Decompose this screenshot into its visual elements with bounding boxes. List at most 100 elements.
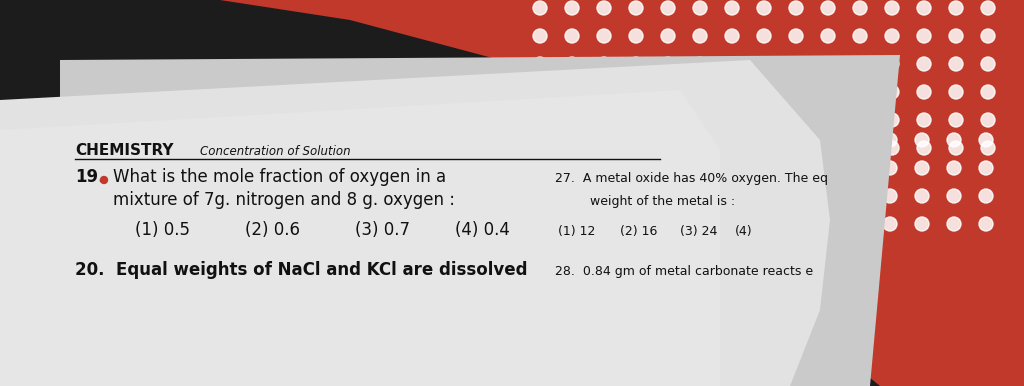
Circle shape (981, 113, 995, 127)
Circle shape (629, 85, 643, 99)
Circle shape (981, 29, 995, 43)
Circle shape (629, 57, 643, 71)
Circle shape (693, 113, 707, 127)
Polygon shape (0, 90, 720, 386)
Circle shape (723, 133, 737, 147)
Circle shape (565, 29, 579, 43)
Circle shape (981, 141, 995, 155)
Circle shape (534, 29, 547, 43)
Circle shape (534, 57, 547, 71)
Circle shape (597, 29, 611, 43)
Circle shape (725, 141, 739, 155)
Circle shape (981, 1, 995, 15)
Circle shape (918, 113, 931, 127)
Text: 28.  0.84 gm of metal carbonate reacts e: 28. 0.84 gm of metal carbonate reacts e (555, 265, 813, 278)
Circle shape (100, 176, 108, 183)
Circle shape (851, 133, 865, 147)
Circle shape (534, 141, 547, 155)
Text: 20.  Equal weights of NaCl and KCl are dissolved: 20. Equal weights of NaCl and KCl are di… (75, 261, 527, 279)
Text: What is the mole fraction of oxygen in a: What is the mole fraction of oxygen in a (113, 168, 446, 186)
Text: (1) 12: (1) 12 (558, 225, 595, 238)
Circle shape (885, 57, 899, 71)
Circle shape (949, 29, 963, 43)
Text: Concentration of Solution: Concentration of Solution (200, 145, 350, 158)
Circle shape (629, 29, 643, 43)
Polygon shape (60, 55, 900, 386)
Circle shape (755, 189, 769, 203)
Circle shape (693, 29, 707, 43)
Circle shape (757, 1, 771, 15)
Circle shape (565, 85, 579, 99)
Circle shape (629, 113, 643, 127)
Circle shape (819, 189, 833, 203)
Circle shape (918, 57, 931, 71)
Circle shape (979, 133, 993, 147)
Circle shape (821, 57, 835, 71)
Circle shape (757, 85, 771, 99)
Circle shape (662, 141, 675, 155)
Circle shape (918, 29, 931, 43)
Circle shape (755, 133, 769, 147)
Circle shape (949, 85, 963, 99)
Polygon shape (0, 60, 830, 386)
Text: weight of the metal is :: weight of the metal is : (590, 195, 735, 208)
Circle shape (851, 217, 865, 231)
Circle shape (629, 141, 643, 155)
Circle shape (725, 29, 739, 43)
Circle shape (787, 217, 801, 231)
Circle shape (979, 161, 993, 175)
Circle shape (949, 141, 963, 155)
Circle shape (757, 29, 771, 43)
Circle shape (790, 141, 803, 155)
Circle shape (915, 161, 929, 175)
Circle shape (915, 217, 929, 231)
Circle shape (787, 161, 801, 175)
Circle shape (790, 29, 803, 43)
Text: (1) 0.5: (1) 0.5 (135, 221, 190, 239)
Text: CHEMISTRY: CHEMISTRY (75, 143, 173, 158)
Text: 19.: 19. (75, 168, 104, 186)
Circle shape (821, 1, 835, 15)
Polygon shape (220, 0, 1024, 386)
Circle shape (662, 85, 675, 99)
Text: (2) 0.6: (2) 0.6 (245, 221, 300, 239)
Text: (4) 0.4: (4) 0.4 (455, 221, 510, 239)
Circle shape (662, 1, 675, 15)
Circle shape (885, 29, 899, 43)
Text: (2) 16: (2) 16 (620, 225, 657, 238)
Circle shape (725, 85, 739, 99)
Circle shape (819, 133, 833, 147)
Circle shape (725, 57, 739, 71)
Circle shape (723, 217, 737, 231)
Circle shape (787, 189, 801, 203)
Circle shape (885, 1, 899, 15)
Circle shape (949, 57, 963, 71)
Circle shape (662, 29, 675, 43)
Circle shape (597, 1, 611, 15)
Circle shape (757, 113, 771, 127)
Circle shape (790, 85, 803, 99)
Text: (3) 0.7: (3) 0.7 (355, 221, 410, 239)
Circle shape (565, 141, 579, 155)
Circle shape (949, 113, 963, 127)
Circle shape (915, 133, 929, 147)
Circle shape (693, 1, 707, 15)
Circle shape (755, 217, 769, 231)
Circle shape (787, 133, 801, 147)
Circle shape (790, 113, 803, 127)
Circle shape (947, 161, 961, 175)
Circle shape (883, 161, 897, 175)
Circle shape (821, 29, 835, 43)
Circle shape (565, 57, 579, 71)
Circle shape (790, 1, 803, 15)
Circle shape (534, 85, 547, 99)
Circle shape (853, 1, 867, 15)
Circle shape (947, 217, 961, 231)
Circle shape (885, 141, 899, 155)
Circle shape (883, 217, 897, 231)
Circle shape (885, 85, 899, 99)
Circle shape (725, 113, 739, 127)
Circle shape (693, 57, 707, 71)
Circle shape (851, 189, 865, 203)
Circle shape (534, 1, 547, 15)
